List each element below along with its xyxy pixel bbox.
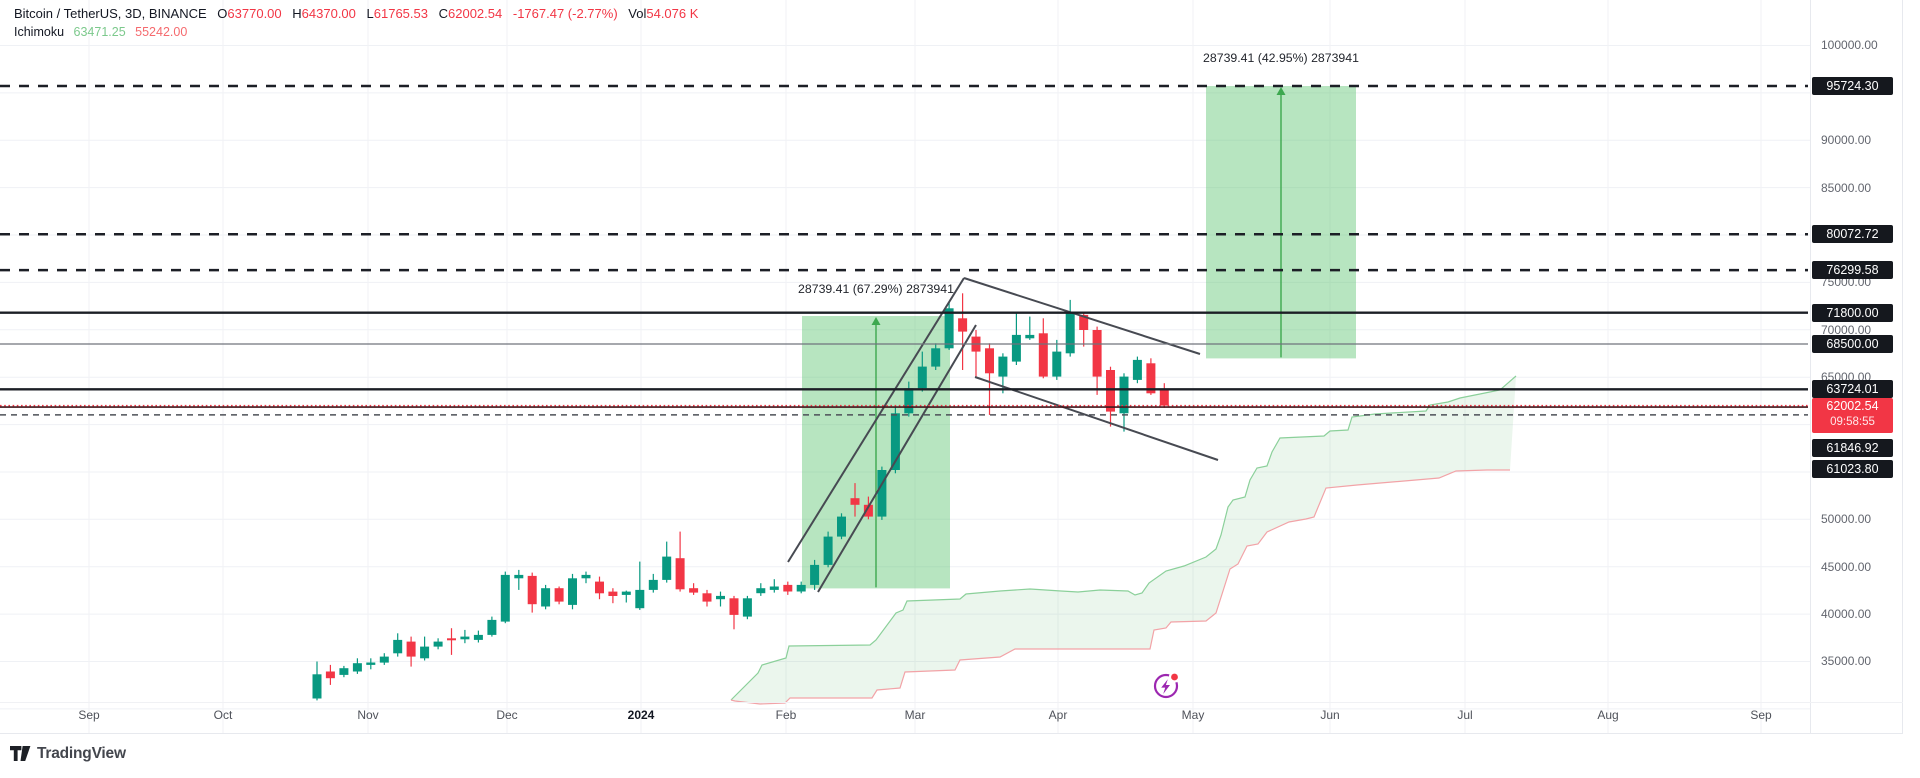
vertical-gridlines [88,0,1762,733]
price-axis-border [1810,0,1811,733]
price-level-lines[interactable] [0,84,1808,416]
time-axis-label: Apr [1048,708,1068,722]
time-axis-label: Jun [1320,708,1340,722]
price-level-badge: 76299.58 [1812,261,1893,279]
time-axis-label: Nov [357,708,379,722]
trendline [963,277,1201,355]
volume-value: 54.076 K [646,6,699,21]
price-axis-label: 100000.00 [1821,38,1878,52]
bar-close-countdown: 09:58:55 [1830,416,1875,428]
price-axis-label: 85000.00 [1821,181,1872,195]
price-axis-label: 70000.00 [1821,323,1872,337]
price-level-badge: 95724.30 [1812,77,1893,95]
price-axis-label: 90000.00 [1821,133,1872,147]
chart-legend: Bitcoin / TetherUS, 3D, BINANCE O63770.0… [14,6,698,39]
price-axis-label: 50000.00 [1821,512,1872,526]
trendline [787,277,965,563]
symbol-row: Bitcoin / TetherUS, 3D, BINANCE O63770.0… [14,6,698,21]
symbol-title[interactable]: Bitcoin / TetherUS, 3D, BINANCE [14,6,207,21]
time-axis-label: Oct [213,708,233,722]
time-axis-label: Jul [1457,708,1473,722]
trendlines[interactable] [787,277,1219,593]
time-axis-label: Mar [904,708,926,722]
time-axis-label: Sep [1750,708,1772,722]
price-level-badge: 63724.01 [1812,380,1893,398]
price-level-badge: 61023.80 [1812,460,1893,478]
candles [312,293,1169,701]
fib-extension-label: 28739.41 (42.95%) 2873941 [1203,51,1359,65]
current-price-value: 62002.54 [1826,399,1879,413]
price-axis-label: 40000.00 [1821,607,1872,621]
ichimoku-value-1: 63471.25 [73,25,126,39]
current-price-badge: 62002.54 09:58:55 [1812,398,1893,433]
high-label: H [292,6,302,21]
time-axis-label: 2024 [627,708,655,722]
horizontal-gridlines [0,45,1810,710]
time-axis-label: May [1181,708,1205,722]
tradingview-wordmark: TradingView [37,745,126,762]
tradingview-mark-icon [10,746,31,761]
price-axis-label: 45000.00 [1821,560,1872,574]
indicator-row: Ichimoku 63471.25 55242.00 [14,25,698,39]
time-axis-label: Feb [775,708,797,722]
fib-extension-label: 28739.41 (67.29%) 2873941 [798,282,954,296]
ichimoku-cloud [730,375,1517,705]
volume-label: Vol [628,6,647,21]
time-axis-top-border [0,702,1903,703]
time-axis-bottom-border [0,733,1903,734]
indicator-name[interactable]: Ichimoku [14,25,65,39]
time-axis-label: Dec [496,708,518,722]
price-axis-label: 35000.00 [1821,654,1872,668]
trendline [817,324,977,593]
window-right-border [1902,0,1903,733]
open-label: O [217,6,228,21]
close-value: 62002.54 [448,6,503,21]
time-axis-label: Sep [78,708,100,722]
price-level-badge: 68500.00 [1812,335,1893,353]
high-value: 64370.00 [301,6,356,21]
low-value: 61765.53 [373,6,428,21]
events-lightning-icon[interactable] [1151,671,1181,701]
low-label: L [366,6,374,21]
ichimoku-value-2: 55242.00 [135,25,188,39]
price-level-badge: 80072.72 [1812,225,1893,243]
open-value: 63770.00 [227,6,282,21]
time-axis-label: Aug [1597,708,1619,722]
tradingview-logo[interactable]: TradingView [10,745,126,763]
projection-annotations: 28739.41 (67.29%) 2873941 28739.41 (42.95… [798,51,1359,296]
change-value: -1767.47 (-2.77%) [512,6,618,21]
close-label: C [438,6,449,21]
price-level-badge: 61846.92 [1812,439,1893,457]
trendline [974,376,1219,461]
price-level-badge: 71800.00 [1812,304,1893,322]
